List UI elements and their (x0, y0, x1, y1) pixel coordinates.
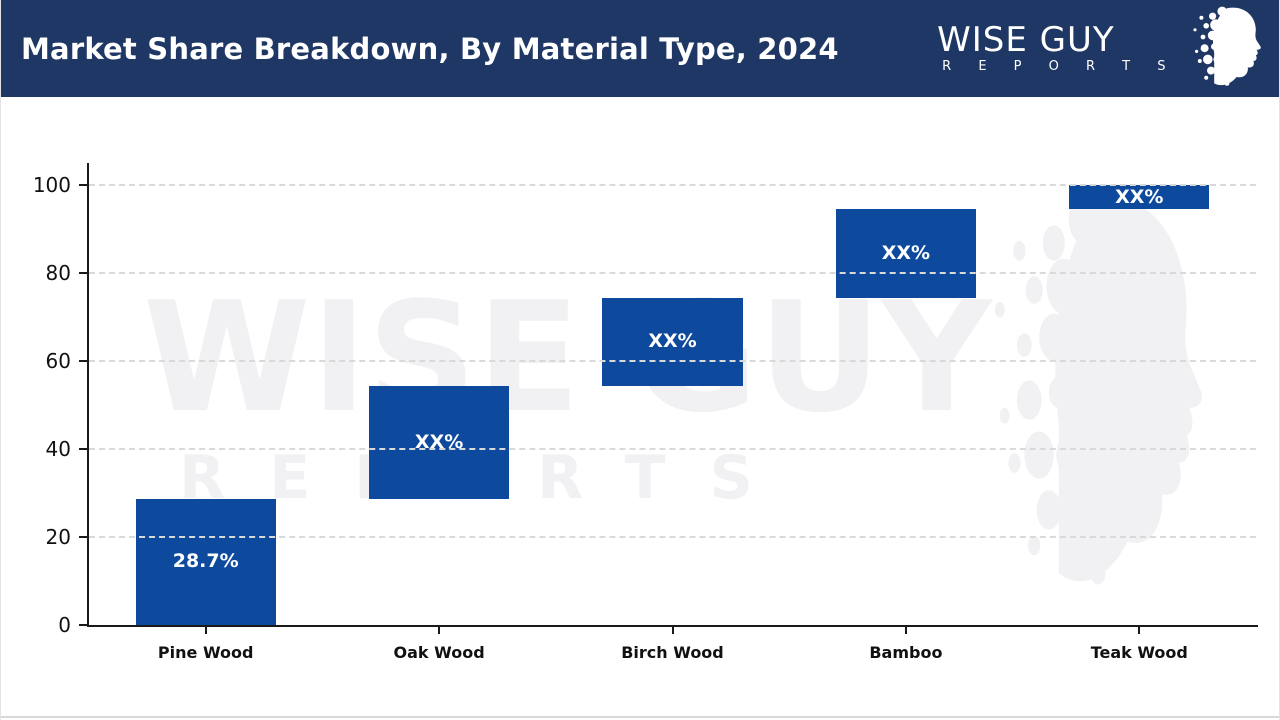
x-axis-label: Bamboo (869, 643, 943, 662)
header-bar: Market Share Breakdown, By Material Type… (1, 0, 1279, 97)
logo-subtitle: R E P O R T S (942, 59, 1177, 75)
y-tick-0 (79, 624, 89, 626)
x-axis-line (87, 625, 1258, 627)
gridline-60 (89, 360, 1256, 362)
gridline-40 (89, 448, 1256, 450)
x-tick-0 (204, 627, 207, 634)
bar-value-label: XX% (1115, 185, 1164, 208)
bottom-rule (1, 716, 1279, 718)
y-tick-label: 0 (58, 613, 71, 637)
y-tick-label: 20 (45, 525, 71, 549)
x-tick-4 (1138, 627, 1141, 634)
x-axis-label: Oak Wood (393, 643, 485, 662)
plot-area: 0 20 40 60 80 100 28.7% Pine Wood XX% Oak Wood XX%… (1, 97, 1279, 717)
bar-value-label: XX% (648, 330, 697, 353)
bar-value-label: XX% (414, 430, 464, 453)
gridline-20 (89, 536, 1256, 538)
wiseguy-logo: WISE GUY R E P O R T S (937, 2, 1267, 96)
x-axis-label: Teak Wood (1090, 643, 1188, 662)
y-tick-60 (79, 360, 89, 362)
x-axis-label: Birch Wood (621, 643, 724, 662)
y-tick-label: 100 (32, 173, 71, 197)
y-axis-line (87, 163, 89, 627)
gridline-100 (89, 184, 1256, 186)
y-tick-100 (79, 184, 89, 186)
bar-pine-wood[interactable]: 28.7% (135, 498, 276, 625)
y-tick-label: 40 (45, 437, 71, 461)
y-tick-80 (79, 272, 89, 274)
x-tick-1 (438, 627, 441, 634)
bar-teak-wood[interactable]: XX% (1069, 185, 1210, 210)
y-tick-20 (79, 536, 89, 538)
x-tick-3 (904, 627, 907, 634)
watermark-wordmark: WISE GUY (143, 269, 992, 446)
bar-oak-wood[interactable]: XX% (369, 386, 510, 499)
bar-birch-wood[interactable]: XX% (602, 297, 743, 387)
wiseguy-face-icon (1193, 6, 1261, 86)
y-tick-40 (79, 448, 89, 450)
gridline-80 (89, 272, 1256, 274)
bar-value-label: 28.7% (172, 550, 239, 573)
logo-wordmark: WISE GUY (937, 19, 1115, 60)
bar-value-label: XX% (881, 241, 931, 264)
page-title: Market Share Breakdown, By Material Type… (21, 31, 839, 66)
y-tick-label: 80 (45, 261, 71, 285)
x-tick-2 (671, 627, 674, 634)
bar-bamboo[interactable]: XX% (835, 209, 976, 298)
x-axis-label: Pine Wood (157, 643, 254, 662)
y-tick-label: 60 (45, 349, 71, 373)
